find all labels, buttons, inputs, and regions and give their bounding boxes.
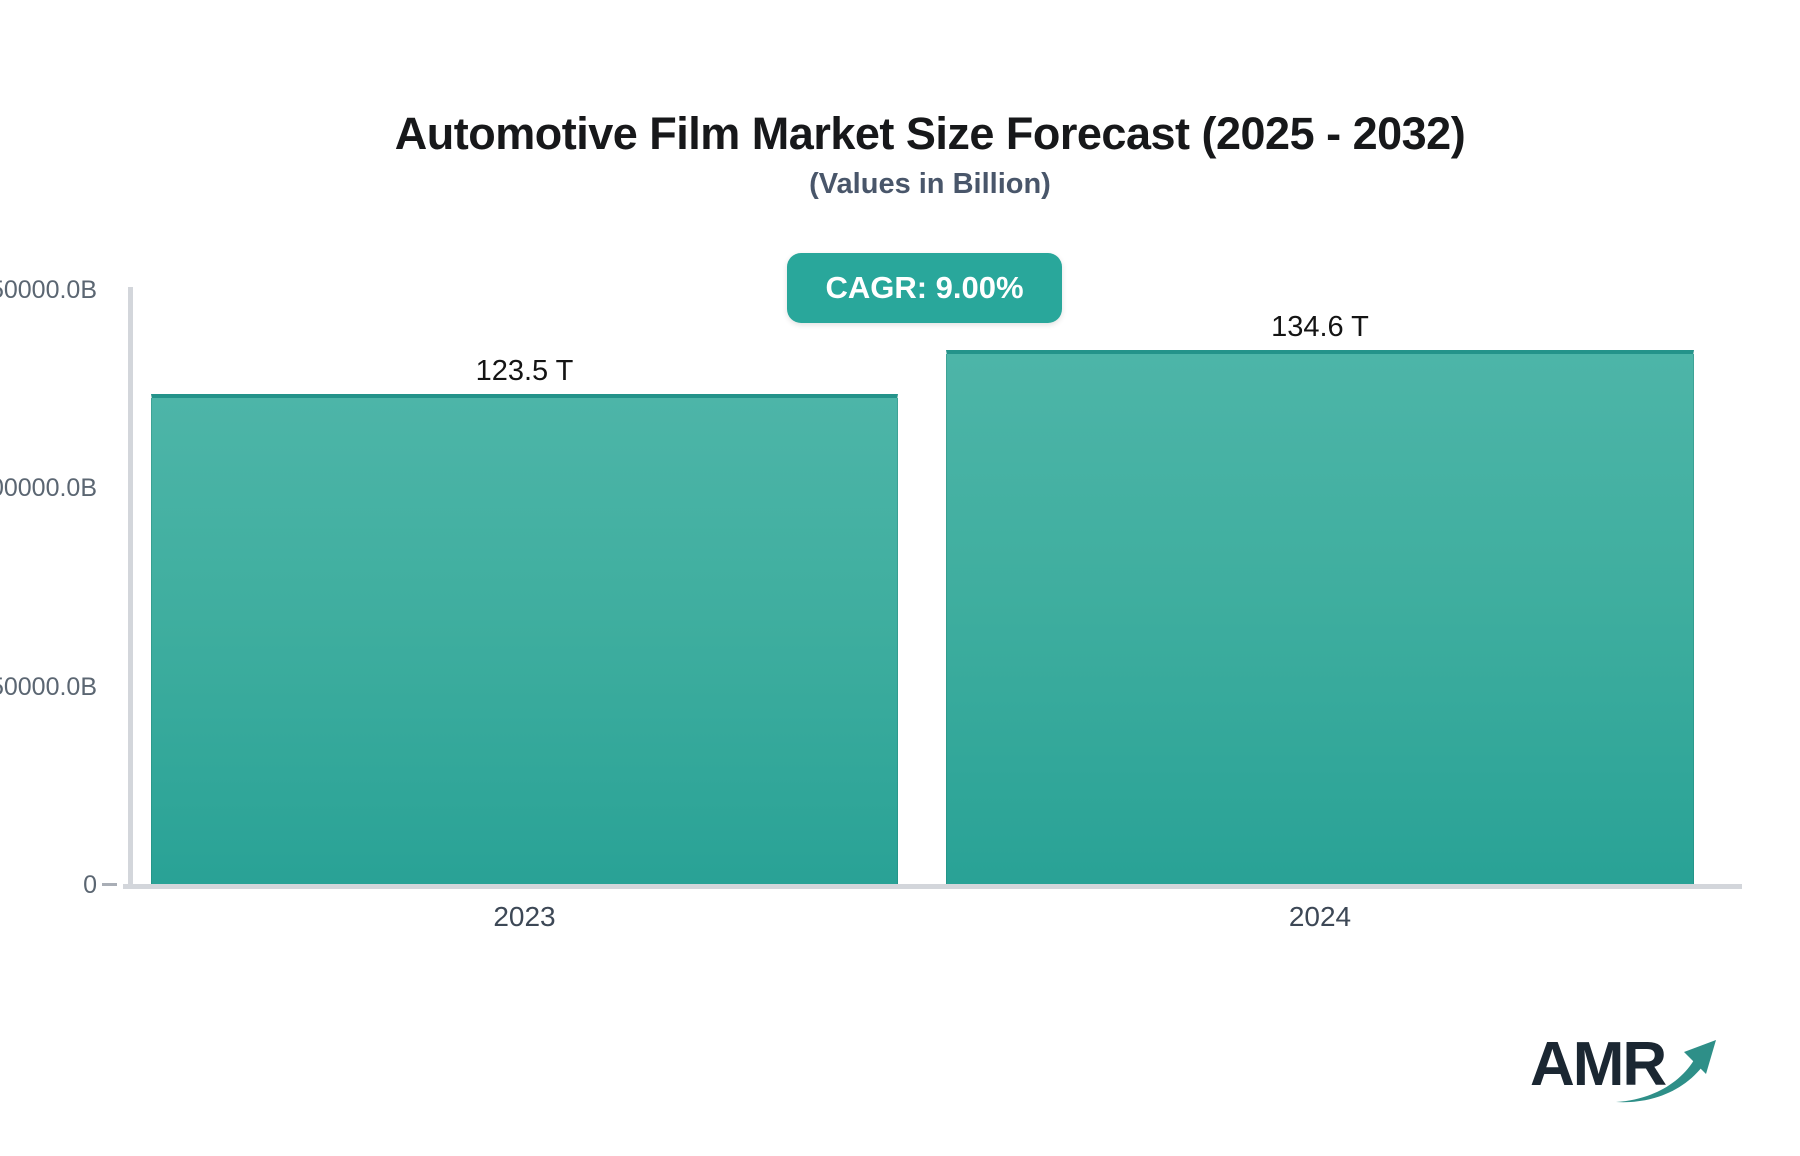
x-axis-label-2024: 2024	[1288, 901, 1352, 932]
y-axis-line	[128, 287, 133, 888]
chart-subtitle: (Values in Billion)	[809, 168, 1051, 200]
x-axis-label-2023: 2023	[493, 901, 556, 932]
y-tick-label-0: 0	[83, 871, 97, 899]
y-tick-label-50000: 50000.0B	[0, 673, 97, 701]
amr-logo-arrow-icon	[1616, 1040, 1716, 1103]
bar-2024	[946, 350, 1694, 884]
bar-value-label-2024: 134.6 T	[1271, 311, 1369, 343]
cagr-badge-label: CAGR: 9.00%	[825, 270, 1024, 305]
chart-title: Automotive Film Market Size Forecast (20…	[394, 108, 1466, 159]
zero-tick-mark	[102, 883, 117, 886]
y-tick-label-100000: 00000.0B	[0, 474, 97, 502]
amr-logo-text: AMR	[1530, 1030, 1667, 1099]
bar-value-label-2023: 123.5 T	[475, 355, 574, 387]
y-tick-label-150000: 50000.0B	[0, 276, 97, 304]
bar-2023	[151, 394, 898, 884]
cagr-badge: CAGR: 9.00%	[787, 253, 1062, 323]
x-axis-line	[123, 884, 1742, 889]
amr-logo: AMR	[1530, 1030, 1720, 1110]
